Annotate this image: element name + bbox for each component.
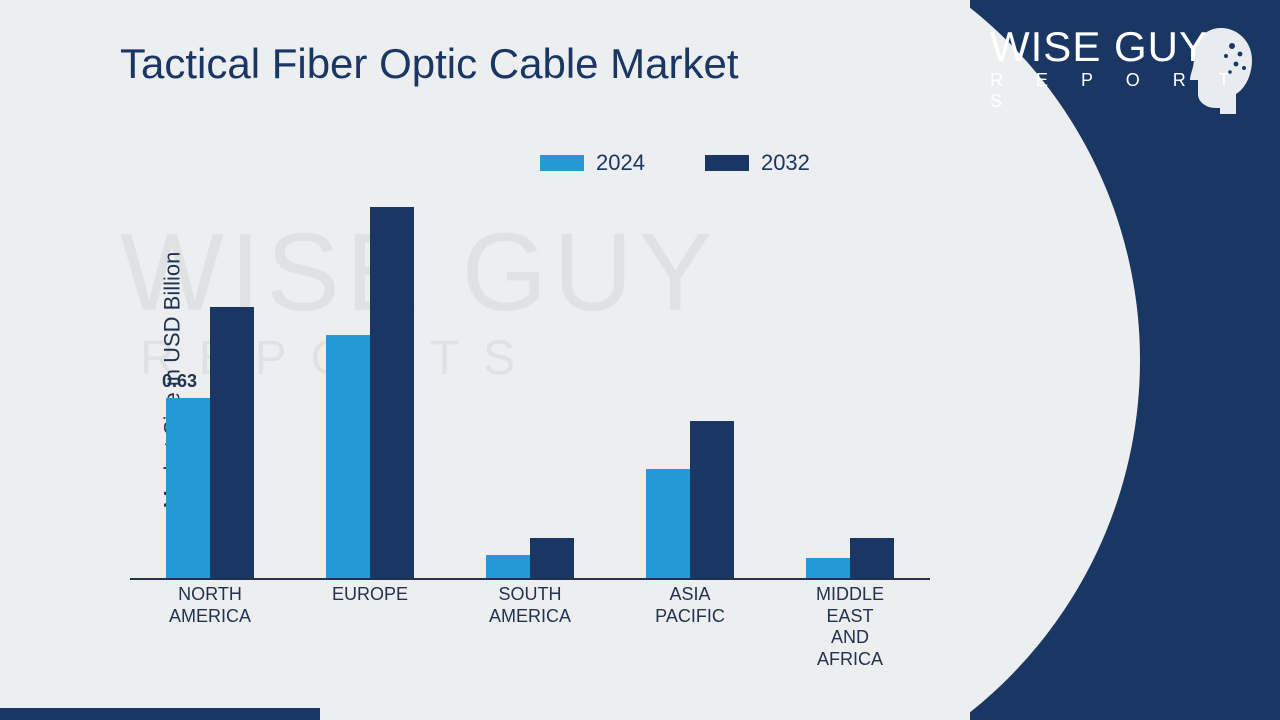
head-icon: [1186, 24, 1256, 114]
bar: [166, 398, 210, 578]
bar: [646, 469, 690, 578]
plot-area: 0.63NORTHAMERICAEUROPESOUTHAMERICAASIAPA…: [130, 180, 930, 580]
chart-title: Tactical Fiber Optic Cable Market: [120, 40, 739, 88]
legend-item-2024: 2024: [540, 150, 645, 176]
x-axis-label: SOUTHAMERICA: [450, 584, 610, 627]
legend-item-2032: 2032: [705, 150, 810, 176]
bar-pair: [130, 178, 290, 578]
brand-logo: WISE GUY R E P O R T S: [990, 26, 1250, 112]
x-axis-label: MIDDLEEASTANDAFRICA: [770, 584, 930, 670]
legend-label-2032: 2032: [761, 150, 810, 176]
bar: [210, 307, 254, 578]
bar-group: EUROPE: [290, 178, 450, 578]
bar-value-label: 0.63: [162, 371, 197, 392]
bar: [326, 335, 370, 578]
bar-pair: [770, 178, 930, 578]
legend-swatch-2024: [540, 155, 584, 171]
legend-swatch-2032: [705, 155, 749, 171]
bar-group: SOUTHAMERICA: [450, 178, 610, 578]
bar-group: MIDDLEEASTANDAFRICA: [770, 178, 930, 578]
x-axis-label: NORTHAMERICA: [130, 584, 290, 627]
legend-label-2024: 2024: [596, 150, 645, 176]
bar-pair: [450, 178, 610, 578]
bar: [806, 558, 850, 578]
x-axis-label: EUROPE: [290, 584, 450, 606]
bottom-accent-bar: [0, 708, 320, 720]
bar: [530, 538, 574, 578]
bar-group: ASIAPACIFIC: [610, 178, 770, 578]
chart-canvas: WISE GUY REPORTS Tactical Fiber Optic Ca…: [0, 0, 1280, 720]
bar: [486, 555, 530, 578]
x-axis-label: ASIAPACIFIC: [610, 584, 770, 627]
bar-pair: [290, 178, 450, 578]
bar: [370, 207, 414, 578]
bar-pair: [610, 178, 770, 578]
bar-chart: Market Size in USD Billion 0.63NORTHAMER…: [100, 180, 930, 640]
legend: 2024 2032: [540, 150, 810, 176]
bar: [690, 421, 734, 578]
bar: [850, 538, 894, 578]
bar-group: 0.63NORTHAMERICA: [130, 178, 290, 578]
